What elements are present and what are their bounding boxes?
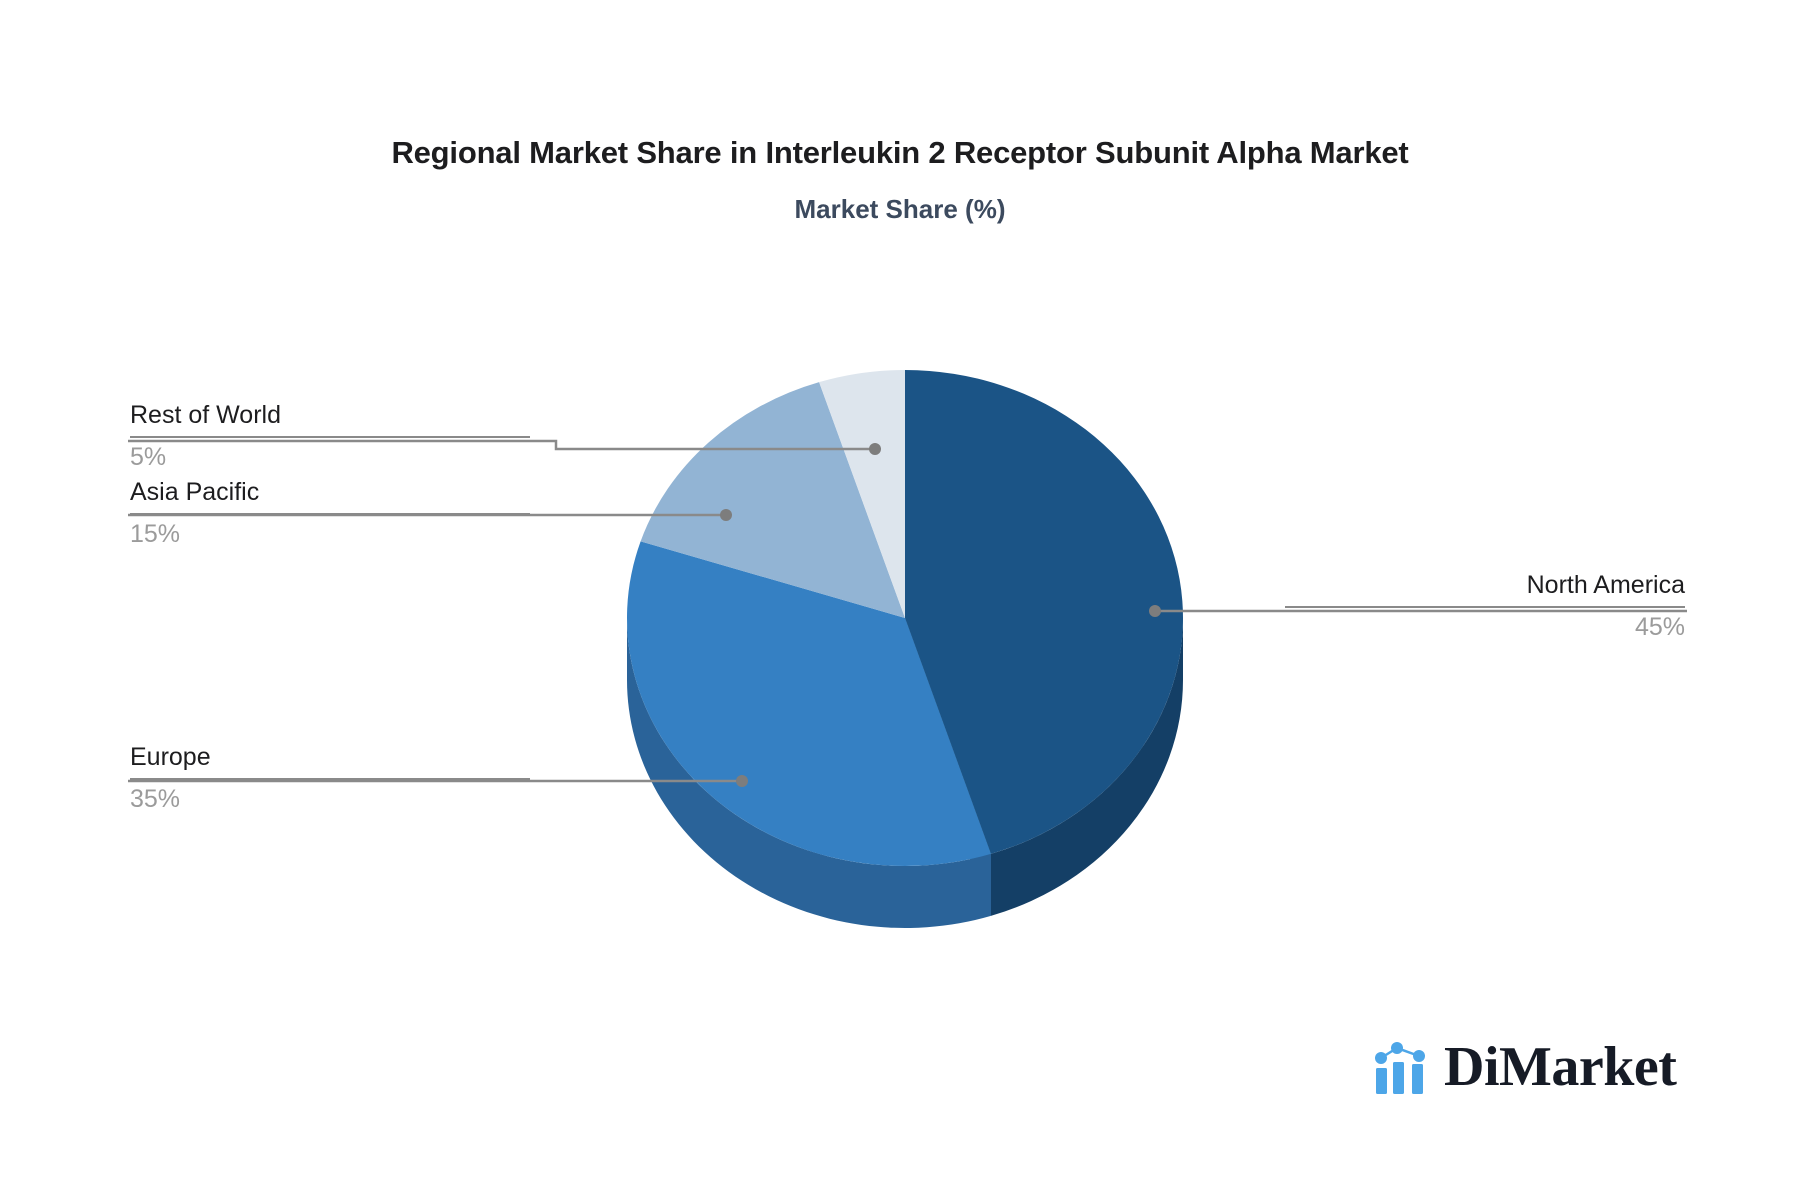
bar-chart-logo-icon bbox=[1375, 1042, 1425, 1094]
callout-rule-asia-pacific bbox=[130, 513, 530, 515]
pie-chart bbox=[575, 360, 1235, 970]
pie-slice-side-europe bbox=[627, 618, 991, 928]
callout-value-asia-pacific: 15% bbox=[130, 520, 181, 548]
callout-value-europe: 35% bbox=[130, 785, 181, 813]
pie-slice-side-north-america bbox=[990, 618, 1183, 916]
logo-dot-2 bbox=[1391, 1042, 1403, 1054]
callout-label-asia-pacific: Asia Pacific bbox=[130, 478, 260, 506]
logo-bar-1 bbox=[1376, 1068, 1387, 1094]
chart-title: Regional Market Share in Interleukin 2 R… bbox=[391, 135, 1409, 170]
callout-rule-europe bbox=[130, 778, 530, 780]
brand-name: DiMarket bbox=[1444, 1036, 1677, 1098]
callout-rest-of-world: Rest of World 5% bbox=[130, 400, 530, 472]
callout-value-rest-of-world: 5% bbox=[130, 443, 167, 471]
logo-bar-3 bbox=[1412, 1064, 1423, 1094]
callout-north-america: North America 45% bbox=[1285, 570, 1685, 642]
pie-slice-north-america[interactable] bbox=[905, 370, 1183, 854]
callout-asia-pacific: Asia Pacific 15% bbox=[130, 477, 530, 549]
callout-europe: Europe 35% bbox=[130, 742, 530, 814]
callout-label-north-america: North America bbox=[1526, 571, 1685, 599]
logo-bar-2 bbox=[1393, 1062, 1404, 1094]
pie-svg bbox=[627, 370, 1183, 928]
brand-logo: DiMarket bbox=[1372, 1036, 1677, 1098]
callout-value-north-america: 45% bbox=[1634, 613, 1685, 641]
callout-rule-rest-of-world bbox=[130, 436, 530, 438]
callout-rule-north-america bbox=[1285, 606, 1685, 608]
callout-label-europe: Europe bbox=[130, 743, 211, 771]
pie-top-slices bbox=[627, 370, 1183, 866]
logo-dot-1 bbox=[1375, 1052, 1387, 1064]
pie-slice-europe[interactable] bbox=[627, 541, 991, 866]
pie-slice-rest-of-world[interactable] bbox=[819, 370, 905, 618]
logo-dot-3 bbox=[1413, 1050, 1425, 1062]
callout-label-rest-of-world: Rest of World bbox=[130, 401, 281, 429]
chart-subtitle: Market Share (%) bbox=[794, 194, 1006, 224]
